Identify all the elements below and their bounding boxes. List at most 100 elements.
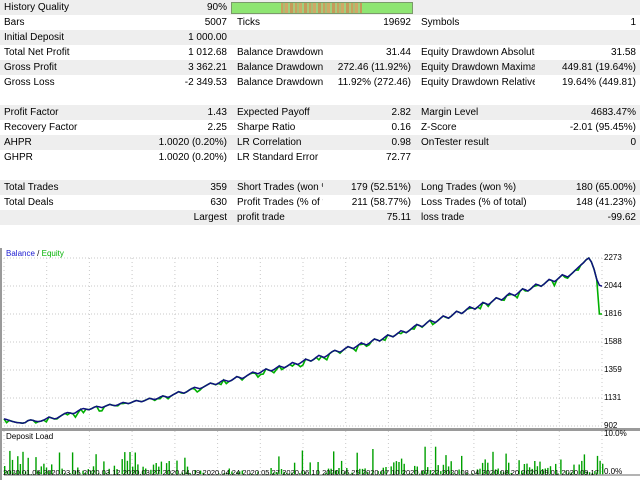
legend-balance-label: Balance [6, 249, 35, 258]
stat-label: Z-Score [421, 122, 457, 133]
stat-label: GHPR [4, 152, 33, 163]
stat-value: 1.0020 (0.20%) [158, 152, 227, 163]
table-row: Recovery Factor 2.25 Sharpe Ratio 0.16 Z-Sco… [0, 120, 640, 135]
stat-label: Profit Factor [4, 107, 59, 118]
legend-equity-label: Equity [41, 249, 64, 258]
stat-label: Profit Trades (% of total) [237, 197, 323, 208]
stat-value: 19.64% (449.81) [562, 77, 636, 88]
stat-label [231, 30, 323, 45]
stat-value: 1 012.68 [188, 47, 227, 58]
stat-label: LR Correlation [237, 137, 302, 148]
table-row: Gross Loss -2 349.53 Balance Drawdown Rela… [0, 75, 640, 90]
stat-label: Balance Drawdown Absolute [237, 47, 323, 58]
stat-label: Ticks [237, 17, 260, 28]
stat-label [415, 30, 535, 45]
stat-value: 449.81 (19.64%) [562, 62, 636, 73]
stat-label: Long Trades (won %) [421, 182, 517, 193]
x-axis-tick: 2020.04.09 [162, 468, 201, 477]
stat-value: Largest [193, 212, 227, 223]
x-axis-tick: 2020.04.24 [202, 468, 241, 477]
history-quality-bar [231, 0, 415, 15]
stat-label: Recovery Factor [4, 122, 78, 133]
x-axis-tick: 2020.06.25 [322, 468, 360, 477]
stat-value: 4683.47% [590, 107, 636, 118]
table-row: Profit Factor 1.43 Expected Payoff 2.82 Marg… [0, 105, 640, 120]
stat-value: 1 [630, 17, 636, 28]
table-row: GHPR 1.0020 (0.20%) LR Standard Error 72.77 [0, 150, 640, 165]
x-axis-tick: 2020.07.10 [361, 468, 400, 477]
chart-legend: Balance / Equity [6, 249, 64, 258]
stat-label: Sharpe Ratio [237, 122, 296, 133]
deposit-load-chart[interactable]: Deposit Load [0, 430, 640, 480]
stat-label: AHPR [4, 137, 32, 148]
stat-value: 11.92% (272.46) [337, 77, 411, 88]
stat-label: Balance Drawdown Relative [237, 77, 323, 88]
table-row: Total Trades 359 Short Trades (won %) 179 (… [0, 180, 640, 195]
stat-label: Loss Trades (% of total) [421, 197, 527, 208]
stat-value: 75.11 [386, 212, 411, 223]
stat-label: History Quality [4, 2, 70, 13]
stat-label: Equity Drawdown Maximal [421, 62, 535, 73]
stat-label: Short Trades (won %) [237, 182, 323, 193]
stat-label [415, 150, 535, 165]
x-axis-tick: 2020.09.01 [521, 468, 559, 477]
stat-label [0, 210, 120, 225]
stat-value: 179 (52.51%) [350, 182, 411, 193]
table-row: History Quality 90% [0, 0, 640, 15]
table-row: Total Deals 630 Profit Trades (% of total)… [0, 195, 640, 210]
stat-value: -99.62 [607, 212, 636, 223]
stat-label: OnTester result [421, 137, 489, 148]
stat-label: Equity Drawdown Relative [421, 77, 535, 88]
stat-value: 19692 [383, 17, 411, 28]
x-axis-tick: 2020.06.10 [282, 468, 320, 477]
x-axis-tick: 2020.08.04 [441, 468, 480, 477]
stat-label [415, 0, 535, 15]
table-row: Initial Deposit 1 000.00 [0, 30, 640, 45]
x-axis-tick: 2020.09.17 [561, 468, 599, 477]
stat-value [323, 30, 415, 45]
stat-value: 72.77 [385, 152, 411, 163]
stat-label: Equity Drawdown Absolute [421, 47, 535, 58]
stat-label: Margin Level [421, 107, 479, 118]
stat-value: 0.98 [391, 137, 411, 148]
table-row: Bars 5007 Ticks 19692 Symbols 1 [0, 15, 640, 30]
x-axis-tick: 2020.03.12 [82, 468, 121, 477]
statistics-table: History Quality 90% Bars 5007 Ticks 19692 Symb… [0, 0, 640, 225]
table-row: Gross Profit 3 362.21 Balance Drawdown Max… [0, 60, 640, 75]
chart-x-axis-labels: 2020.01.06 2020.03.05 2020.03.12 2020.03.27… [0, 468, 640, 480]
stat-value: 359 [210, 182, 227, 193]
stat-label: Balance Drawdown Maximal [237, 62, 323, 73]
stat-value [535, 30, 640, 45]
stat-value: 148 (41.23%) [575, 197, 636, 208]
stat-value: 2.25 [207, 122, 227, 133]
stat-label: Symbols [421, 17, 460, 28]
stat-label: Expected Payoff [237, 107, 310, 118]
x-axis-tick: 2020.07.22 [401, 468, 440, 477]
stat-value: 3 362.21 [188, 62, 227, 73]
table-row: Largest profit trade 75.11 loss trade -99.62 [0, 210, 640, 225]
table-spacer-row [0, 165, 640, 180]
stat-value: 180 (65.00%) [575, 182, 636, 193]
stat-label: Initial Deposit [4, 32, 65, 43]
x-axis-tick: 2020.01.06 [3, 468, 41, 477]
table-row: AHPR 1.0020 (0.20%) LR Correlation 0.98 OnTe… [0, 135, 640, 150]
stat-label: Bars [4, 17, 25, 28]
stat-label: loss trade [421, 212, 465, 223]
stat-value: 1.0020 (0.20%) [158, 137, 227, 148]
x-axis-tick: 2020.03.27 [122, 468, 161, 477]
table-spacer-row [0, 90, 640, 105]
stat-label: Total Trades [4, 182, 59, 193]
chart-panel: Balance / Equity 2273 2044 1816 1588 1359 113… [0, 248, 640, 480]
stat-value [535, 0, 640, 15]
stat-value: 0.16 [391, 122, 411, 133]
stat-value: 630 [210, 197, 227, 208]
table-row: Total Net Profit 1 012.68 Balance Drawdown… [0, 45, 640, 60]
x-axis-tick: 2020.08.20 [481, 468, 520, 477]
stat-value: 272.46 (11.92%) [337, 62, 411, 73]
x-axis-tick: 2020.03.05 [43, 468, 81, 477]
stat-value: 31.58 [610, 47, 636, 58]
balance-equity-chart[interactable]: Balance / Equity [0, 248, 640, 430]
stat-value: 1.43 [207, 107, 227, 118]
stat-value: 0 [630, 137, 636, 148]
